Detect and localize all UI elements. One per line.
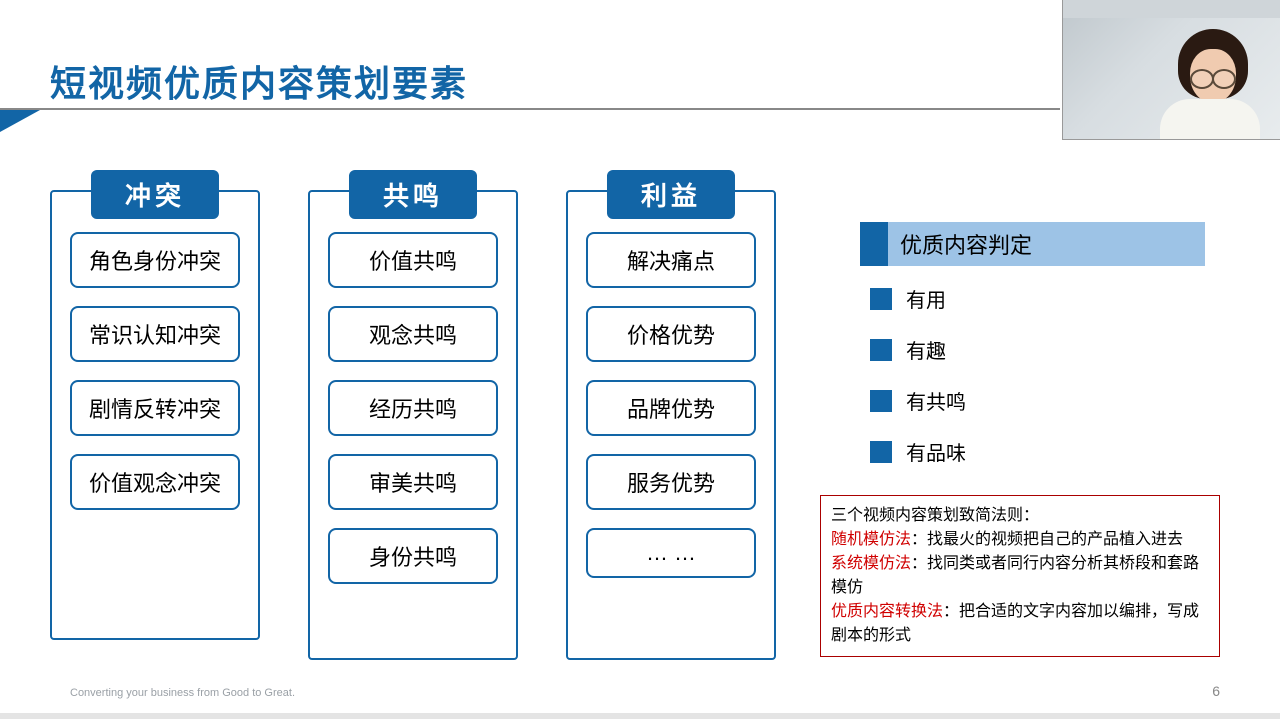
criteria-item: 有品味 xyxy=(870,437,1205,466)
right-panel: 优质内容判定 有用 有趣 有共鸣 有品味 xyxy=(860,222,1205,466)
rule-line: 优质内容转换法：把合适的文字内容加以编排，写成剧本的形式 xyxy=(831,600,1209,648)
column-header: 共鸣 xyxy=(349,170,477,219)
list-item: 品牌优势 xyxy=(586,380,756,436)
column-header: 利益 xyxy=(607,170,735,219)
list-item: 身份共鸣 xyxy=(328,528,498,584)
list-item: 服务优势 xyxy=(586,454,756,510)
criteria-item: 有趣 xyxy=(870,335,1205,364)
list-item: 观念共鸣 xyxy=(328,306,498,362)
list-item: 解决痛点 xyxy=(586,232,756,288)
list-item: … … xyxy=(586,528,756,578)
columns-container: 冲突 角色身份冲突 常识认知冲突 剧情反转冲突 价值观念冲突 共鸣 价值共鸣 观… xyxy=(50,190,776,660)
list-item: 常识认知冲突 xyxy=(70,306,240,362)
rules-box: 三个视频内容策划致简法则： 随机模仿法：找最火的视频把自己的产品植入进去 系统模… xyxy=(820,495,1220,657)
list-item: 剧情反转冲突 xyxy=(70,380,240,436)
criteria-item: 有共鸣 xyxy=(870,386,1205,415)
bullet-icon xyxy=(870,339,892,361)
rule-line: 系统模仿法：找同类或者同行内容分析其桥段和套路模仿 xyxy=(831,552,1209,600)
right-panel-list: 有用 有趣 有共鸣 有品味 xyxy=(860,284,1205,466)
rule-text: ：找最火的视频把自己的产品植入进去 xyxy=(911,531,1183,548)
bullet-icon xyxy=(870,441,892,463)
criteria-item: 有用 xyxy=(870,284,1205,313)
rule-line: 随机模仿法：找最火的视频把自己的产品植入进去 xyxy=(831,528,1209,552)
list-item: 价值共鸣 xyxy=(328,232,498,288)
column-header: 冲突 xyxy=(91,170,219,219)
list-item: 审美共鸣 xyxy=(328,454,498,510)
title-accent xyxy=(0,110,40,132)
right-panel-title: 优质内容判定 xyxy=(860,222,1205,266)
criteria-label: 有趣 xyxy=(906,335,946,364)
column-resonance: 共鸣 价值共鸣 观念共鸣 经历共鸣 审美共鸣 身份共鸣 xyxy=(308,190,518,660)
list-item: 价格优势 xyxy=(586,306,756,362)
list-item: 价值观念冲突 xyxy=(70,454,240,510)
rule-label: 系统模仿法 xyxy=(831,555,911,572)
footer-tagline: Converting your business from Good to Gr… xyxy=(70,687,295,699)
bottom-divider xyxy=(0,713,1280,719)
title-underline xyxy=(0,108,1060,110)
bullet-icon xyxy=(870,390,892,412)
page-number: 6 xyxy=(1212,683,1220,699)
list-item: 角色身份冲突 xyxy=(70,232,240,288)
rules-intro: 三个视频内容策划致简法则： xyxy=(831,504,1209,528)
criteria-label: 有品味 xyxy=(906,437,966,466)
criteria-label: 有用 xyxy=(906,284,946,313)
webcam-overlay xyxy=(1062,0,1280,140)
criteria-label: 有共鸣 xyxy=(906,386,966,415)
rule-label: 优质内容转换法 xyxy=(831,603,943,620)
column-conflict: 冲突 角色身份冲突 常识认知冲突 剧情反转冲突 价值观念冲突 xyxy=(50,190,260,640)
bullet-icon xyxy=(870,288,892,310)
rule-label: 随机模仿法 xyxy=(831,531,911,548)
column-benefit: 利益 解决痛点 价格优势 品牌优势 服务优势 … … xyxy=(566,190,776,660)
slide-title: 短视频优质内容策划要素 xyxy=(50,55,468,107)
list-item: 经历共鸣 xyxy=(328,380,498,436)
